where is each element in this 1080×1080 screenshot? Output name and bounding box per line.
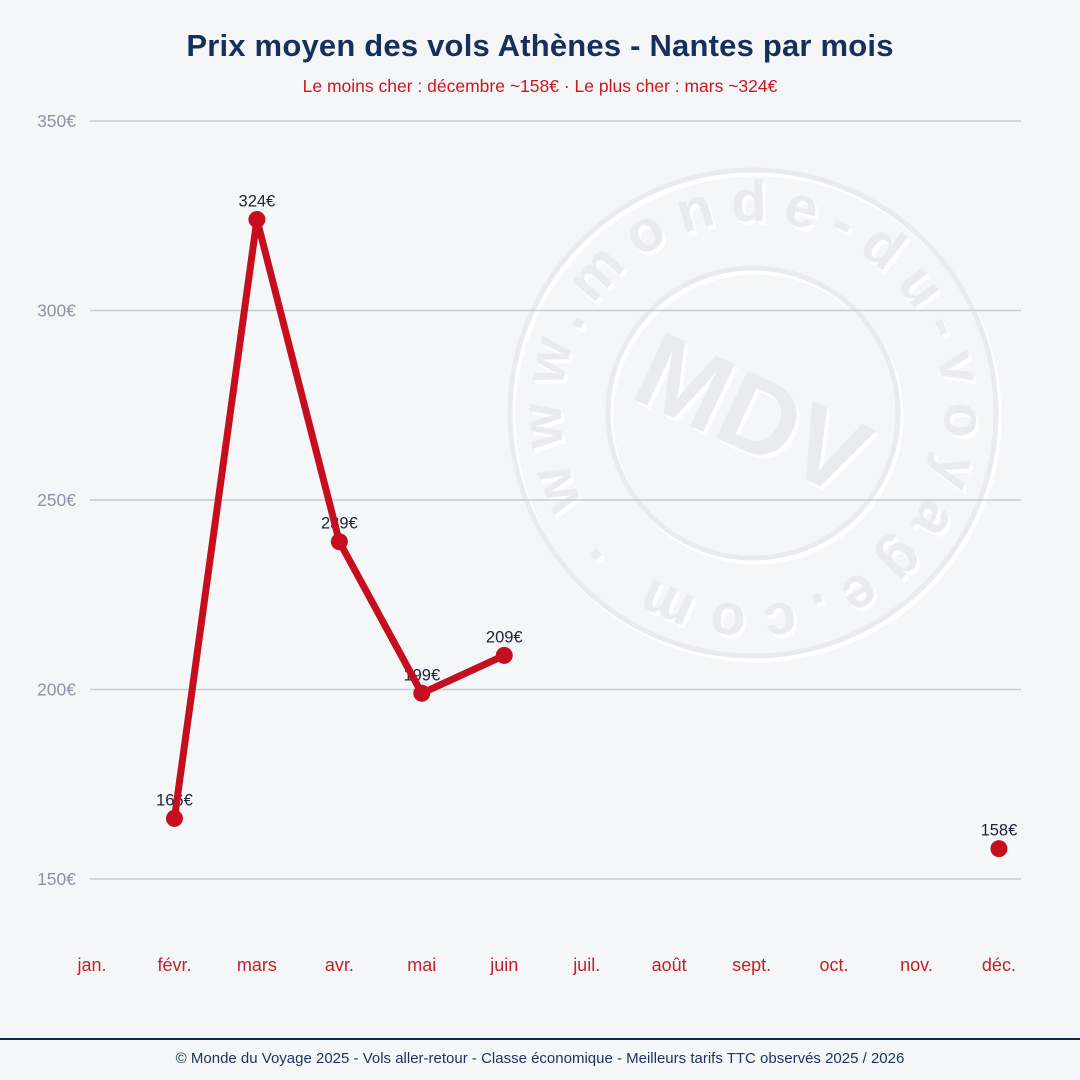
data-point-mai (413, 684, 431, 702)
data-point-mars (248, 211, 266, 229)
y-axis-tick-label: 200€ (37, 680, 76, 700)
watermark-center-text: MDV (618, 308, 887, 519)
data-point-avr (330, 533, 348, 551)
watermark-outer-circle (507, 167, 999, 659)
x-axis-month-label: août (652, 955, 687, 975)
y-axis-tick-label: 250€ (37, 490, 76, 510)
y-axis-tick-label: 300€ (37, 301, 76, 321)
watermark-inner-circle (605, 265, 901, 561)
data-point-févr (165, 809, 183, 827)
x-axis-month-label: mai (407, 955, 436, 975)
footer-text: © Monde du Voyage 2025 - Vols aller-reto… (175, 1050, 905, 1067)
data-point-déc (990, 840, 1008, 858)
data-point-label: 209€ (486, 628, 523, 646)
y-axis-tick-label: 350€ (37, 111, 76, 131)
x-axis-month-label: sept. (732, 955, 771, 975)
x-axis-month-label: jan. (76, 955, 106, 975)
x-axis-month-label: oct. (820, 955, 849, 975)
y-axis-tick-label: 150€ (37, 869, 76, 889)
data-point-juin (495, 646, 513, 664)
page-title: Prix moyen des vols Athènes - Nantes par… (186, 28, 894, 63)
x-axis-month-label: juil. (572, 955, 600, 975)
data-point-label: 324€ (239, 193, 276, 211)
x-axis-month-label: févr. (157, 955, 191, 975)
x-axis-month-label: déc. (982, 955, 1016, 975)
x-axis-month-label: mars (237, 955, 277, 975)
x-axis-month-label: juin (489, 955, 518, 975)
x-axis-month-label: avr. (325, 955, 354, 975)
data-point-label: 158€ (981, 822, 1018, 840)
x-axis-month-label: nov. (900, 955, 933, 975)
page-subtitle: Le moins cher : décembre ~158€ · Le plus… (302, 76, 778, 96)
footer-divider (0, 1038, 1080, 1040)
